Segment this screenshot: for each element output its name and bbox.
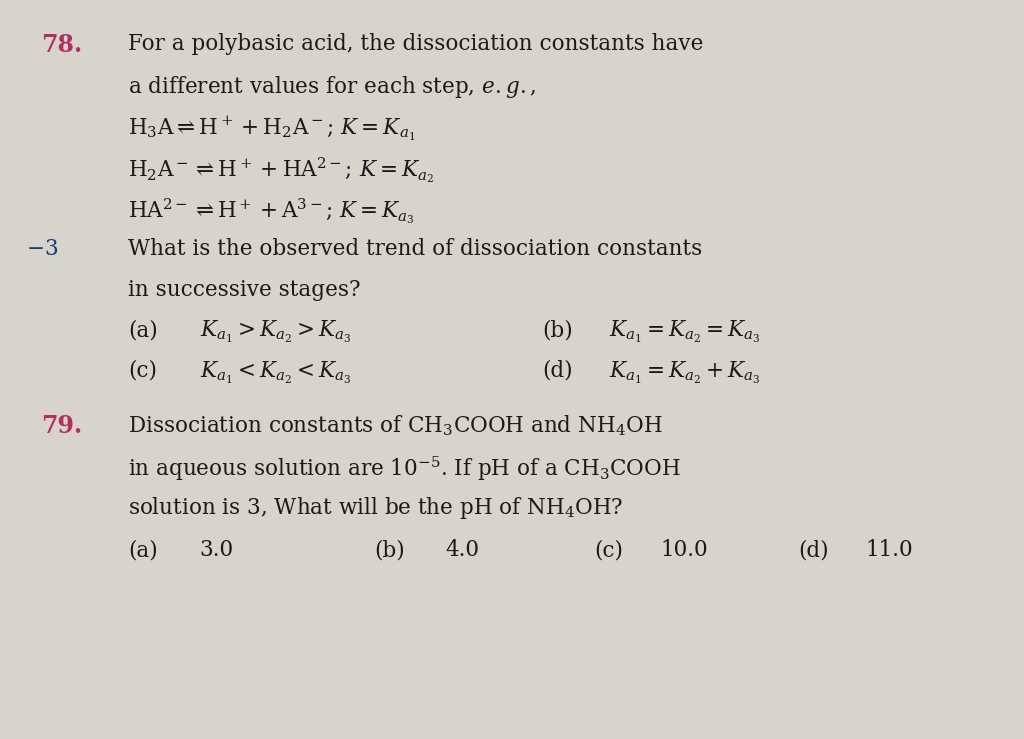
Text: in aqueous solution are $10^{-5}$. If pH of a $\mathrm{CH_3COOH}$: in aqueous solution are $10^{-5}$. If pH… (128, 454, 681, 483)
Text: For a polybasic acid, the dissociation constants have: For a polybasic acid, the dissociation c… (128, 33, 703, 55)
Text: (a): (a) (128, 539, 158, 562)
Text: (c): (c) (594, 539, 623, 562)
Text: $\mathrm{H_3A} \rightleftharpoons \mathrm{H^+} + \mathrm{H_2A^-}$; $K = K_{a_1}$: $\mathrm{H_3A} \rightleftharpoons \mathr… (128, 115, 416, 143)
Text: $K_{a_1} > K_{a_2} > K_{a_3}$: $K_{a_1} > K_{a_2} > K_{a_3}$ (200, 319, 351, 345)
Text: solution is 3, What will be the pH of $\mathrm{NH_4OH}$?: solution is 3, What will be the pH of $\… (128, 495, 624, 521)
Text: (b): (b) (374, 539, 404, 562)
Text: Dissociation constants of $\mathrm{CH_3COOH}$ and $\mathrm{NH_4OH}$: Dissociation constants of $\mathrm{CH_3C… (128, 414, 663, 438)
Text: $\mathrm{H_2A^-} \rightleftharpoons \mathrm{H^+} + \mathrm{HA^{2-}}$; $K = K_{a_: $\mathrm{H_2A^-} \rightleftharpoons \mat… (128, 155, 434, 185)
Text: (a): (a) (128, 319, 158, 341)
Text: (b): (b) (543, 319, 573, 341)
Text: 11.0: 11.0 (865, 539, 913, 562)
Text: in successive stages?: in successive stages? (128, 279, 360, 301)
Text: $\mathrm{HA^{2-}} \rightleftharpoons \mathrm{H^+} + \mathrm{A^{3-}}$; $K = K_{a_: $\mathrm{HA^{2-}} \rightleftharpoons \ma… (128, 196, 415, 225)
Text: 10.0: 10.0 (660, 539, 709, 562)
Text: a different values for each step, $e.g.$,: a different values for each step, $e.g.$… (128, 74, 537, 100)
Text: $K_{a_1} = K_{a_2} + K_{a_3}$: $K_{a_1} = K_{a_2} + K_{a_3}$ (609, 360, 761, 386)
Text: $-3$: $-3$ (26, 238, 57, 260)
Text: 78.: 78. (41, 33, 82, 57)
Text: 79.: 79. (41, 414, 82, 437)
Text: $K_{a_1} = K_{a_2} = K_{a_3}$: $K_{a_1} = K_{a_2} = K_{a_3}$ (609, 319, 761, 345)
Text: (d): (d) (543, 360, 573, 382)
Text: (c): (c) (128, 360, 157, 382)
Text: $K_{a_1} < K_{a_2} < K_{a_3}$: $K_{a_1} < K_{a_2} < K_{a_3}$ (200, 360, 351, 386)
Text: (d): (d) (799, 539, 829, 562)
Text: 4.0: 4.0 (445, 539, 479, 562)
Text: 3.0: 3.0 (200, 539, 233, 562)
Text: What is the observed trend of dissociation constants: What is the observed trend of dissociati… (128, 238, 702, 260)
